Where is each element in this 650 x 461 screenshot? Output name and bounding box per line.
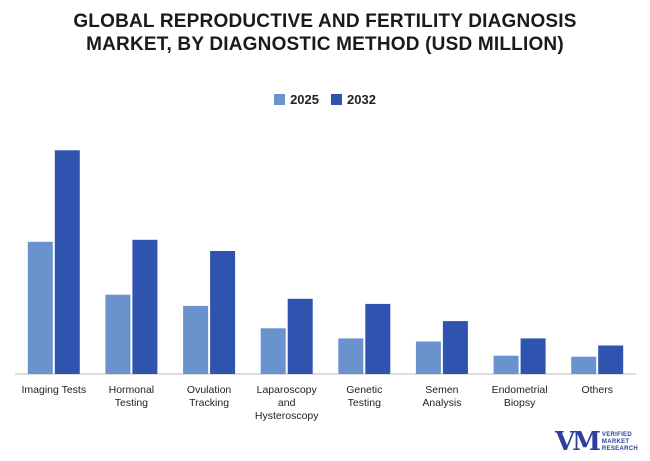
chart-legend: 2025 2032 bbox=[0, 92, 650, 107]
bar-2032-4[interactable] bbox=[365, 303, 391, 374]
bar-2032-5[interactable] bbox=[442, 321, 468, 374]
x-tick-label-3: Laparoscopy and Hysteroscopy bbox=[255, 384, 319, 422]
bar-2032-3[interactable] bbox=[287, 298, 313, 374]
legend-item-2032[interactable]: 2032 bbox=[331, 92, 376, 107]
bar-2025-7[interactable] bbox=[571, 356, 597, 374]
bar-2032-0[interactable] bbox=[54, 150, 80, 374]
x-tick-label-2: Ovulation Tracking bbox=[187, 384, 232, 409]
legend-swatch-2025 bbox=[274, 94, 286, 105]
x-tick-label-1-line-1: Testing bbox=[115, 397, 148, 409]
bar-2025-4[interactable] bbox=[338, 338, 364, 374]
chart-title-line-2: MARKET, BY DIAGNOSTIC METHOD (USD MILLIO… bbox=[86, 34, 564, 55]
vmr-logo-line-2: MARKET bbox=[601, 438, 630, 445]
x-tick-label-2-line-1: Tracking bbox=[189, 397, 229, 409]
legend-label-2025: 2025 bbox=[290, 92, 319, 107]
bar-2032-2[interactable] bbox=[210, 251, 236, 374]
x-tick-label-6: Endometrial Biopsy bbox=[492, 384, 548, 409]
x-tick-label-6-line-0: Endometrial bbox=[492, 384, 548, 396]
vmr-logo: VM VERIFIED MARKET RESEARCH bbox=[555, 429, 638, 455]
bar-2025-3[interactable] bbox=[260, 328, 286, 375]
x-tick-label-1: Hormonal Testing bbox=[109, 384, 155, 409]
x-tick-label-0-line-0: Imaging Tests bbox=[22, 384, 87, 396]
x-tick-label-3-line-2: Hysteroscopy bbox=[255, 410, 319, 422]
x-tick-label-0: Imaging Tests bbox=[22, 384, 87, 396]
x-tick-label-4-line-1: Testing bbox=[348, 397, 381, 409]
bar-2025-6[interactable] bbox=[493, 355, 519, 374]
x-tick-label-4-line-0: Genetic bbox=[346, 384, 382, 396]
bar-2032-7[interactable] bbox=[598, 345, 624, 375]
x-tick-label-7: Others bbox=[581, 384, 613, 396]
x-tick-label-5: Semen Analysis bbox=[422, 384, 461, 409]
bar-2025-5[interactable] bbox=[415, 341, 441, 375]
x-tick-label-3-line-1: and bbox=[278, 397, 296, 409]
bar-2032-1[interactable] bbox=[132, 239, 158, 374]
bar-2025-2[interactable] bbox=[183, 305, 209, 374]
x-tick-label-2-line-0: Ovulation bbox=[187, 384, 232, 396]
legend-label-2032: 2032 bbox=[347, 92, 376, 107]
vmr-logo-text: VERIFIED MARKET RESEARCH bbox=[602, 432, 638, 453]
x-tick-label-1-line-0: Hormonal bbox=[109, 384, 155, 396]
x-tick-label-3-line-0: Laparoscopy bbox=[257, 384, 318, 396]
bar-2025-1[interactable] bbox=[105, 294, 131, 374]
chart-title-line-1: GLOBAL REPRODUCTIVE AND FERTILITY DIAGNO… bbox=[73, 11, 577, 32]
x-tick-label-7-line-0: Others bbox=[581, 384, 613, 396]
chart-title: GLOBAL REPRODUCTIVE AND FERTILITY DIAGNO… bbox=[0, 10, 650, 56]
vmr-logo-line-3: RESEARCH bbox=[601, 445, 638, 452]
bar-2032-6[interactable] bbox=[520, 338, 546, 374]
bar-2025-0[interactable] bbox=[27, 241, 53, 374]
legend-swatch-2032 bbox=[331, 94, 342, 105]
x-tick-label-4: Genetic Testing bbox=[346, 384, 382, 409]
legend-item-2025[interactable]: 2025 bbox=[274, 92, 319, 107]
vmr-logo-mark: VM bbox=[554, 427, 601, 457]
x-tick-label-5-line-0: Semen bbox=[425, 384, 458, 396]
x-tick-label-5-line-1: Analysis bbox=[422, 397, 461, 409]
x-tick-label-6-line-1: Biopsy bbox=[504, 397, 536, 409]
vmr-logo-line-1: VERIFIED bbox=[601, 431, 632, 438]
